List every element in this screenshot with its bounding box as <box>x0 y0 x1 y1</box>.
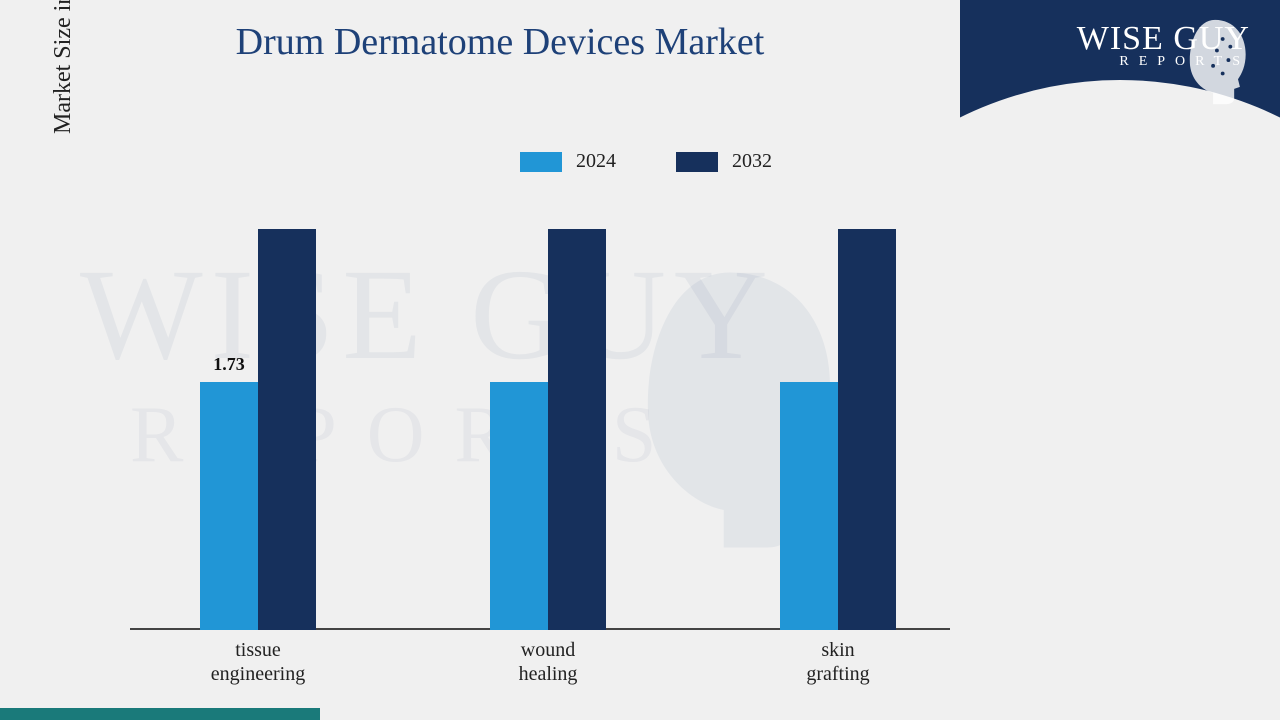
bar-value-label: 1.73 <box>200 354 258 375</box>
bar-2032 <box>548 229 606 630</box>
bar-group <box>780 229 896 630</box>
bar-2024: 1.73 <box>200 382 258 630</box>
bar-group: 1.73 <box>200 229 316 630</box>
legend-item-2032: 2032 <box>676 150 772 173</box>
legend-swatch-2032 <box>676 152 718 172</box>
bar-2024 <box>490 382 548 630</box>
legend-swatch-2024 <box>520 152 562 172</box>
chart-title: Drum Dermatome Devices Market <box>130 20 870 64</box>
legend-label-2024: 2024 <box>576 150 616 173</box>
category-label: skin grafting <box>738 638 938 686</box>
bar-2032 <box>258 229 316 630</box>
legend-label-2032: 2032 <box>732 150 772 173</box>
bar-2024 <box>780 382 838 630</box>
category-label: wound healing <box>448 638 648 686</box>
logo-head-icon <box>1176 16 1254 108</box>
teal-strip <box>0 708 320 720</box>
legend: 2024 2032 <box>520 150 772 173</box>
bar-2032 <box>838 229 896 630</box>
plot-area: 1.73tissue engineeringwound healingskin … <box>130 200 950 630</box>
infographic-canvas: WISE GUY REPORTS Drum Dermatome Devices … <box>0 0 1280 720</box>
brand-logo: WISE GUY REPORTS <box>1077 20 1250 70</box>
legend-item-2024: 2024 <box>520 150 616 173</box>
category-label: tissue engineering <box>158 638 358 686</box>
y-axis-label: Market Size in USD Billion <box>50 0 77 200</box>
bar-group <box>490 229 606 630</box>
